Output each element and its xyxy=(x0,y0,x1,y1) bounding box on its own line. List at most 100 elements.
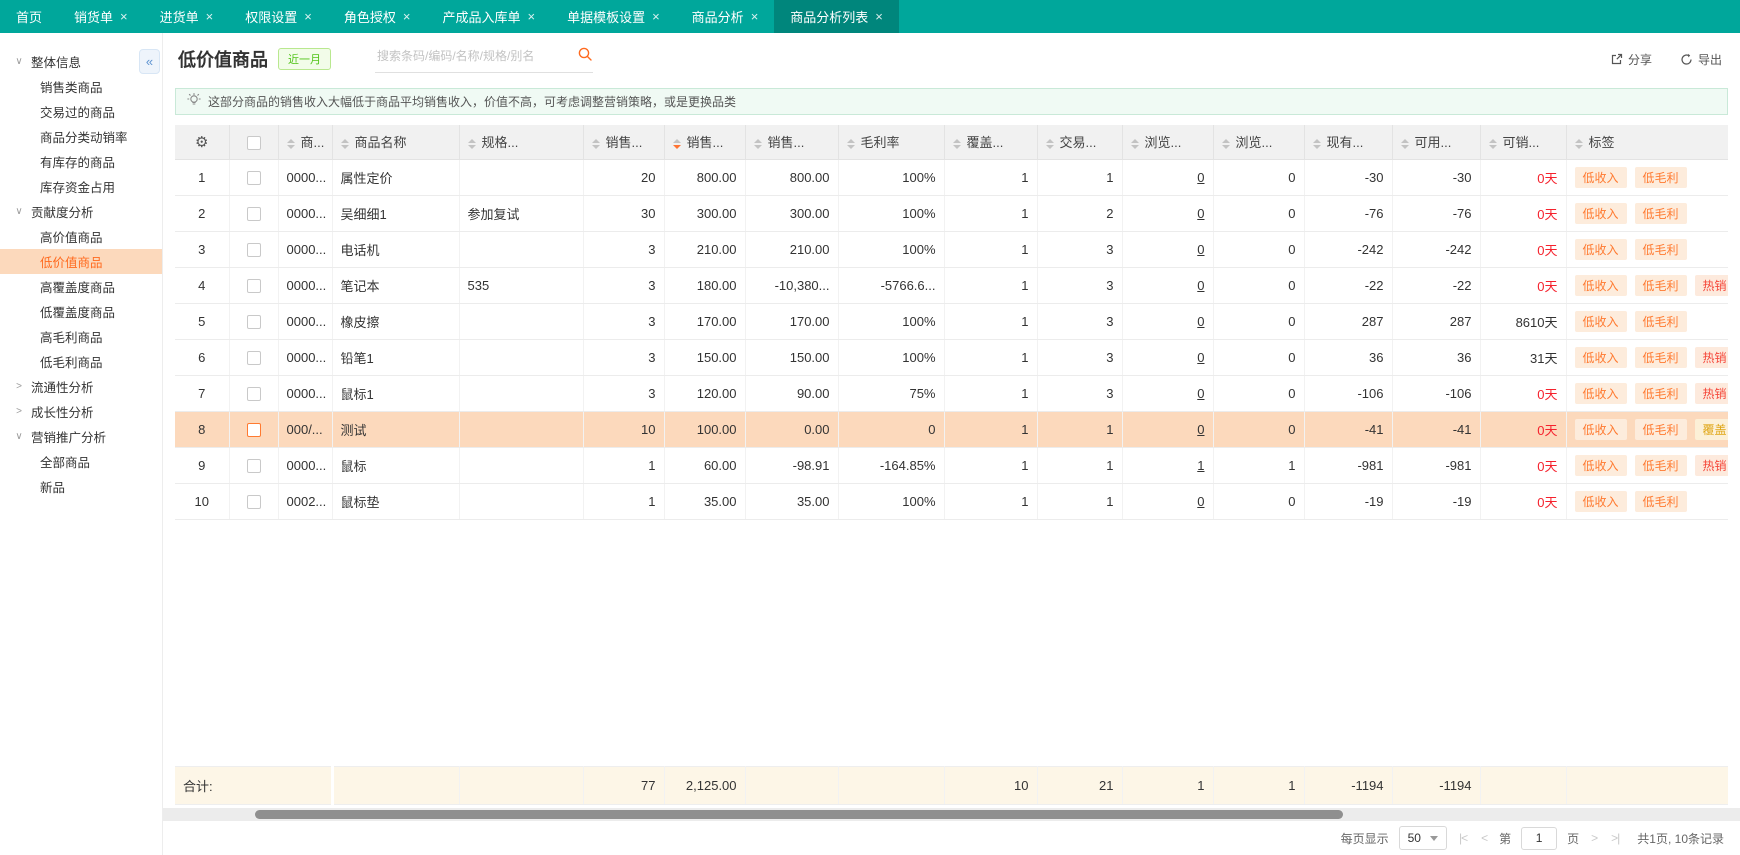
views-link[interactable]: 0 xyxy=(1197,169,1205,185)
sidebar-item-高覆盖度商品[interactable]: 高覆盖度商品 xyxy=(0,274,162,299)
column-header-tags[interactable]: 标签 xyxy=(1566,125,1728,160)
horizontal-scrollbar-track[interactable] xyxy=(163,808,1740,821)
sort-arrows-icon[interactable] xyxy=(952,138,961,149)
select-all-header[interactable] xyxy=(229,125,279,160)
search-icon[interactable] xyxy=(577,46,593,67)
tab-单据模板设置[interactable]: 单据模板设置 × xyxy=(551,0,676,33)
sidebar-item-高价值商品[interactable]: 高价值商品 xyxy=(0,224,162,249)
tab-close-icon[interactable]: × xyxy=(402,9,411,24)
views-link[interactable]: 0 xyxy=(1197,349,1205,365)
sort-arrows-icon[interactable] xyxy=(340,138,349,149)
per-page-select[interactable]: 50 xyxy=(1398,826,1447,850)
row-checkbox[interactable] xyxy=(246,422,261,437)
column-header-qty[interactable]: 销售... xyxy=(583,125,665,160)
column-header-name[interactable]: 商品名称 xyxy=(332,125,460,160)
sort-arrows-icon[interactable] xyxy=(672,138,681,149)
tab-进货单[interactable]: 进货单 × xyxy=(144,0,230,33)
sidebar-item-商品分类动销率[interactable]: 商品分类动销率 xyxy=(0,124,162,149)
views-link[interactable]: 0 xyxy=(1197,493,1205,509)
sort-arrows-icon[interactable] xyxy=(1130,138,1139,149)
sort-arrows-icon[interactable] xyxy=(1045,138,1054,149)
tab-close-icon[interactable]: × xyxy=(750,9,759,24)
tab-商品分析[interactable]: 商品分析 × xyxy=(676,0,775,33)
column-header-profit[interactable]: 销售... xyxy=(745,125,839,160)
sort-arrows-icon[interactable] xyxy=(1574,138,1583,149)
last-page-button[interactable]: >| xyxy=(1611,831,1620,845)
tab-商品分析列表[interactable]: 商品分析列表 × xyxy=(774,0,899,33)
tab-权限设置[interactable]: 权限设置 × xyxy=(229,0,328,33)
sidebar-collapse-button[interactable]: « xyxy=(139,49,160,74)
gear-icon[interactable]: ⚙ xyxy=(195,133,209,151)
sidebar-item-流通性分析[interactable]: > 流通性分析 xyxy=(0,374,162,399)
next-page-button[interactable]: > xyxy=(1591,831,1598,845)
export-button[interactable]: 导出 xyxy=(1680,51,1722,68)
sort-arrows-icon[interactable] xyxy=(286,138,295,149)
row-checkbox[interactable] xyxy=(246,278,261,293)
views-link[interactable]: 1 xyxy=(1197,457,1205,473)
row-checkbox[interactable] xyxy=(246,206,261,221)
first-page-button[interactable]: |< xyxy=(1458,831,1468,845)
sidebar-item-有库存的商品[interactable]: 有库存的商品 xyxy=(0,149,162,174)
column-header-days[interactable]: 可销... xyxy=(1480,125,1567,160)
column-header-code[interactable]: 商... xyxy=(278,125,333,160)
column-header-views2[interactable]: 浏览... xyxy=(1213,125,1305,160)
row-checkbox[interactable] xyxy=(246,242,261,257)
tab-close-icon[interactable]: × xyxy=(652,9,660,24)
tab-close-icon[interactable]: × xyxy=(120,9,128,24)
tab-首页[interactable]: 首页 xyxy=(0,0,58,33)
column-header-views1[interactable]: 浏览... xyxy=(1122,125,1214,160)
tab-角色授权[interactable]: 角色授权 × xyxy=(328,0,427,33)
row-checkbox[interactable] xyxy=(246,458,261,473)
tab-销货单[interactable]: 销货单 × xyxy=(58,0,144,33)
sort-arrows-icon[interactable] xyxy=(467,138,476,149)
tab-产成品入库单[interactable]: 产成品入库单 × xyxy=(426,0,551,33)
tab-close-icon[interactable]: × xyxy=(205,9,214,24)
sidebar-item-成长性分析[interactable]: > 成长性分析 xyxy=(0,399,162,424)
sort-arrows-icon[interactable] xyxy=(753,138,762,149)
views-link[interactable]: 0 xyxy=(1197,205,1205,221)
prev-page-button[interactable]: < xyxy=(1481,831,1488,845)
sort-arrows-icon[interactable] xyxy=(1400,138,1409,149)
row-checkbox[interactable] xyxy=(246,170,261,185)
views-link[interactable]: 0 xyxy=(1197,241,1205,257)
select-all-checkbox[interactable] xyxy=(246,135,261,150)
sidebar-item-新品[interactable]: 新品 xyxy=(0,474,162,499)
row-checkbox[interactable] xyxy=(246,494,261,509)
views-link[interactable]: 0 xyxy=(1197,421,1205,437)
sort-arrows-icon[interactable] xyxy=(591,138,600,149)
views-link[interactable]: 0 xyxy=(1197,385,1205,401)
row-checkbox[interactable] xyxy=(246,386,261,401)
sort-arrows-icon[interactable] xyxy=(1221,138,1230,149)
sort-arrows-icon[interactable] xyxy=(1488,138,1497,149)
sort-arrows-icon[interactable] xyxy=(846,138,855,149)
column-header-amount[interactable]: 销售... xyxy=(664,125,746,160)
sort-arrows-icon[interactable] xyxy=(1312,138,1321,149)
sidebar-item-贡献度分析[interactable]: ∨ 贡献度分析 xyxy=(0,199,162,224)
sidebar-item-库存资金占用[interactable]: 库存资金占用 xyxy=(0,174,162,199)
sidebar-item-交易过的商品[interactable]: 交易过的商品 xyxy=(0,99,162,124)
sidebar-item-低覆盖度商品[interactable]: 低覆盖度商品 xyxy=(0,299,162,324)
page-number-input[interactable] xyxy=(1521,826,1558,850)
column-header-trade[interactable]: 交易... xyxy=(1037,125,1123,160)
tab-close-icon[interactable]: × xyxy=(304,9,312,24)
row-checkbox[interactable] xyxy=(246,314,261,329)
column-header-margin[interactable]: 毛利率 xyxy=(838,125,945,160)
share-button[interactable]: 分享 xyxy=(1610,51,1652,68)
column-header-stock[interactable]: 现有... xyxy=(1304,125,1393,160)
search-input[interactable] xyxy=(375,48,571,64)
sidebar-item-低毛利商品[interactable]: 低毛利商品 xyxy=(0,349,162,374)
sidebar-item-高毛利商品[interactable]: 高毛利商品 xyxy=(0,324,162,349)
tab-close-icon[interactable]: × xyxy=(875,9,883,24)
column-header-coverage[interactable]: 覆盖... xyxy=(944,125,1038,160)
sidebar-item-整体信息[interactable]: ∨ 整体信息 xyxy=(0,49,162,74)
column-settings-header[interactable]: ⚙ xyxy=(175,125,230,160)
sidebar-item-低价值商品[interactable]: 低价值商品 xyxy=(0,249,162,274)
sidebar-item-营销推广分析[interactable]: ∨ 营销推广分析 xyxy=(0,424,162,449)
column-header-available[interactable]: 可用... xyxy=(1392,125,1481,160)
views-link[interactable]: 0 xyxy=(1197,277,1205,293)
sidebar-item-销售类商品[interactable]: 销售类商品 xyxy=(0,74,162,99)
tab-close-icon[interactable]: × xyxy=(527,9,536,24)
row-checkbox[interactable] xyxy=(246,350,261,365)
views-link[interactable]: 0 xyxy=(1197,313,1205,329)
sidebar-item-全部商品[interactable]: 全部商品 xyxy=(0,449,162,474)
